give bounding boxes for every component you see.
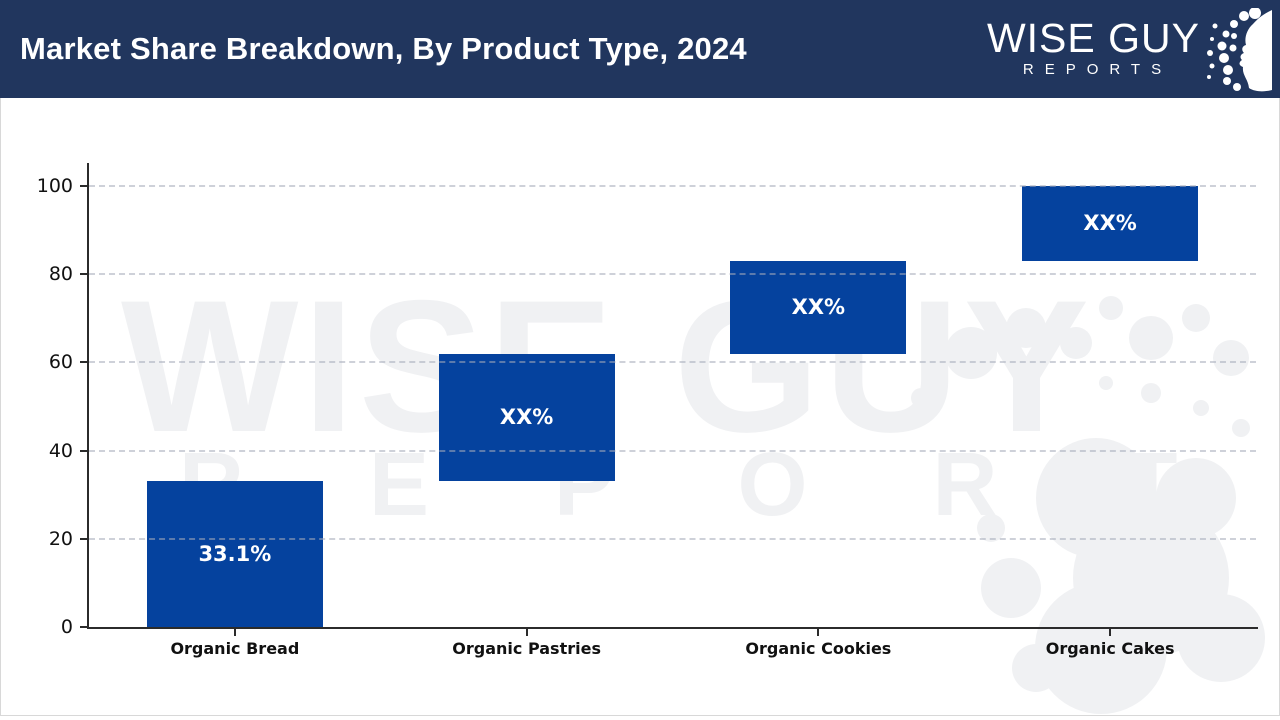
- chart-plot-region: WISE GUY R E P O R T S 02040608010033.1%…: [0, 98, 1280, 716]
- gridline-80: [89, 273, 1256, 276]
- chart-title: Market Share Breakdown, By Product Type,…: [20, 31, 747, 66]
- dotted-head-icon: [1207, 8, 1272, 92]
- y-tick-label-100: 100: [36, 175, 73, 197]
- y-tick-mark-0: [80, 626, 88, 628]
- bar-organic-cakes: [1022, 186, 1199, 261]
- bar-value-label: XX%: [791, 295, 846, 320]
- y-axis-line: [87, 163, 89, 629]
- y-tick-mark-40: [80, 449, 88, 452]
- y-tick-label-40: 40: [48, 439, 73, 462]
- x-tick-mark-1: [525, 629, 528, 636]
- wise-guy-reports-logo: WISE GUY REPORTS: [987, 6, 1272, 92]
- x-tick-mark-3: [1109, 629, 1112, 636]
- header-band: Market Share Breakdown, By Product Type,…: [0, 0, 1280, 98]
- logo-subtitle: REPORTS: [1022, 61, 1173, 78]
- gridline-100: [89, 185, 1256, 187]
- bar-value-label: XX%: [499, 405, 554, 430]
- x-category-label: Organic Cookies: [745, 639, 892, 658]
- bar-value-label: XX%: [1083, 211, 1137, 236]
- y-tick-mark-60: [80, 361, 88, 364]
- y-tick-label-60: 60: [48, 351, 73, 374]
- gridline-60: [89, 361, 1256, 364]
- x-tick-mark-2: [817, 629, 820, 636]
- y-tick-mark-20: [80, 537, 88, 540]
- bar-organic-cookies: [730, 260, 907, 354]
- bar-organic-pastries: [438, 353, 615, 482]
- bar-organic-bread: [146, 481, 323, 627]
- x-tick-mark-0: [233, 629, 236, 636]
- x-category-label: Organic Cakes: [1045, 639, 1175, 658]
- y-tick-label-80: 80: [48, 263, 73, 286]
- x-category-label: Organic Bread: [170, 639, 300, 658]
- y-tick-label-0: 0: [60, 616, 73, 638]
- gridline-20: [89, 537, 1256, 540]
- x-category-label: Organic Pastries: [452, 639, 601, 658]
- bar-value-label: 33.1%: [198, 542, 272, 566]
- logo-text: WISE GUY REPORTS: [987, 16, 1200, 78]
- x-axis-line: [87, 627, 1258, 629]
- y-tick-mark-100: [80, 185, 88, 187]
- y-tick-mark-80: [80, 273, 88, 276]
- y-tick-label-20: 20: [48, 527, 73, 550]
- logo-wordmark: WISE GUY: [986, 15, 1200, 61]
- gridline-40: [89, 449, 1256, 452]
